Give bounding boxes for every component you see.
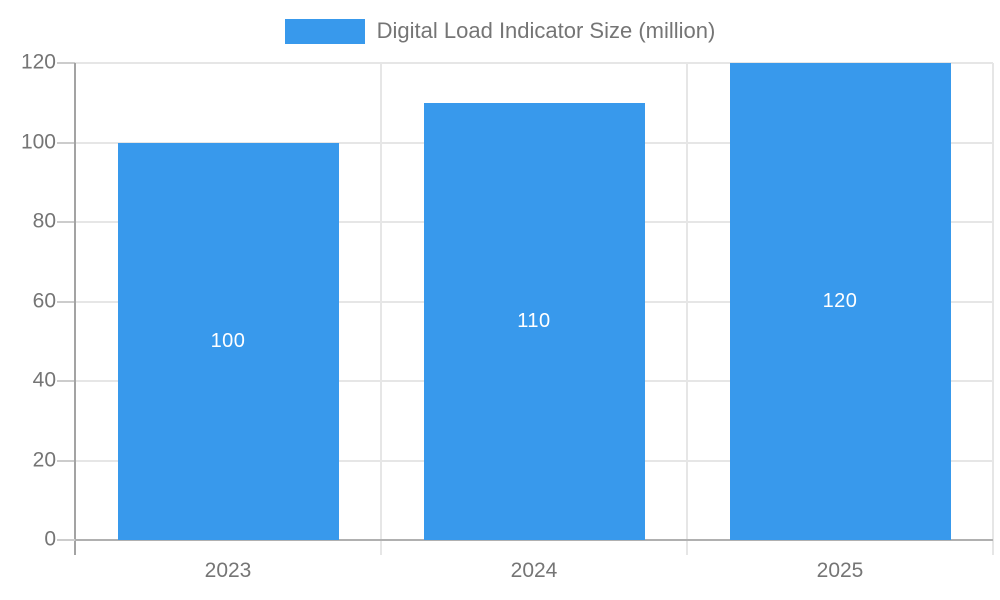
legend-label: Digital Load Indicator Size (million) (376, 18, 716, 43)
y-tick-label-0: 0 (44, 527, 56, 551)
v-gridline-3 (992, 63, 994, 555)
y-tick-80 (57, 221, 75, 223)
bar-value-label-2023: 100 (210, 329, 246, 352)
x-axis-line (75, 539, 993, 541)
bar-2025[interactable]: 120 (729, 63, 951, 540)
x-tick-label-2025: 2025 (816, 559, 864, 582)
legend-swatch (284, 18, 365, 44)
x-tick-label-2024: 2024 (510, 559, 558, 582)
bar-value-label-2025: 120 (822, 290, 858, 312)
y-tick-label-60: 60 (32, 289, 56, 313)
bar-value-label-2024: 110 (517, 309, 551, 332)
y-tick-20 (57, 459, 75, 462)
v-gridline-2 (686, 63, 688, 555)
x-tick-label-2023: 2023 (204, 559, 252, 582)
y-tick-label-40: 40 (32, 368, 56, 392)
y-tick-label-120: 120 (20, 50, 56, 74)
y-tick-label-80: 80 (32, 209, 56, 233)
y-tick-120 (57, 62, 75, 64)
y-tick-40 (57, 380, 75, 382)
bar-2023[interactable]: 100 (117, 142, 339, 540)
h-gridline-120 (75, 62, 993, 64)
y-tick-label-100: 100 (20, 130, 56, 154)
chart-legend[interactable]: Digital Load Indicator Size (million) (0, 18, 1000, 44)
y-tick-60 (57, 300, 75, 303)
bar-2024[interactable]: 110 (423, 102, 645, 540)
y-tick-100 (57, 141, 75, 144)
y-tick-label-20: 20 (32, 448, 56, 472)
x-axis-left-stub (57, 539, 75, 541)
y-axis-line (74, 63, 76, 555)
v-gridline-1 (380, 63, 382, 555)
